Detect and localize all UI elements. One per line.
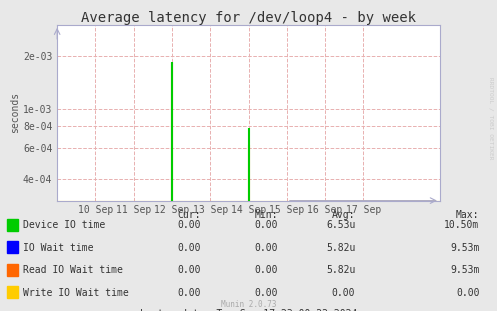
Text: 0.00: 0.00 [178,243,201,253]
Text: Max:: Max: [456,210,480,220]
Text: 0.00: 0.00 [255,288,278,298]
Text: 0.00: 0.00 [255,220,278,230]
Text: Cur:: Cur: [178,210,201,220]
Text: 0.00: 0.00 [456,288,480,298]
Text: 0.00: 0.00 [255,243,278,253]
Text: 0.00: 0.00 [178,265,201,275]
Text: 0.00: 0.00 [255,265,278,275]
Text: Write IO Wait time: Write IO Wait time [23,288,129,298]
Text: 0.00: 0.00 [178,288,201,298]
Text: Avg:: Avg: [332,210,355,220]
Text: Last update: Tue Sep 17 23:00:22 2024: Last update: Tue Sep 17 23:00:22 2024 [140,309,357,311]
Text: IO Wait time: IO Wait time [23,243,94,253]
Text: 5.82u: 5.82u [326,265,355,275]
Text: 10.50m: 10.50m [444,220,480,230]
Text: 0.00: 0.00 [332,288,355,298]
Text: Device IO time: Device IO time [23,220,105,230]
Text: Average latency for /dev/loop4 - by week: Average latency for /dev/loop4 - by week [81,11,416,25]
Text: RRDTOOL / TOBI OETIKER: RRDTOOL / TOBI OETIKER [488,77,493,160]
Text: 9.53m: 9.53m [450,265,480,275]
Text: 0.00: 0.00 [178,220,201,230]
Text: Munin 2.0.73: Munin 2.0.73 [221,300,276,309]
Text: 9.53m: 9.53m [450,243,480,253]
Text: Read IO Wait time: Read IO Wait time [23,265,123,275]
Text: 6.53u: 6.53u [326,220,355,230]
Text: Min:: Min: [255,210,278,220]
Y-axis label: seconds: seconds [10,92,20,133]
Text: 5.82u: 5.82u [326,243,355,253]
